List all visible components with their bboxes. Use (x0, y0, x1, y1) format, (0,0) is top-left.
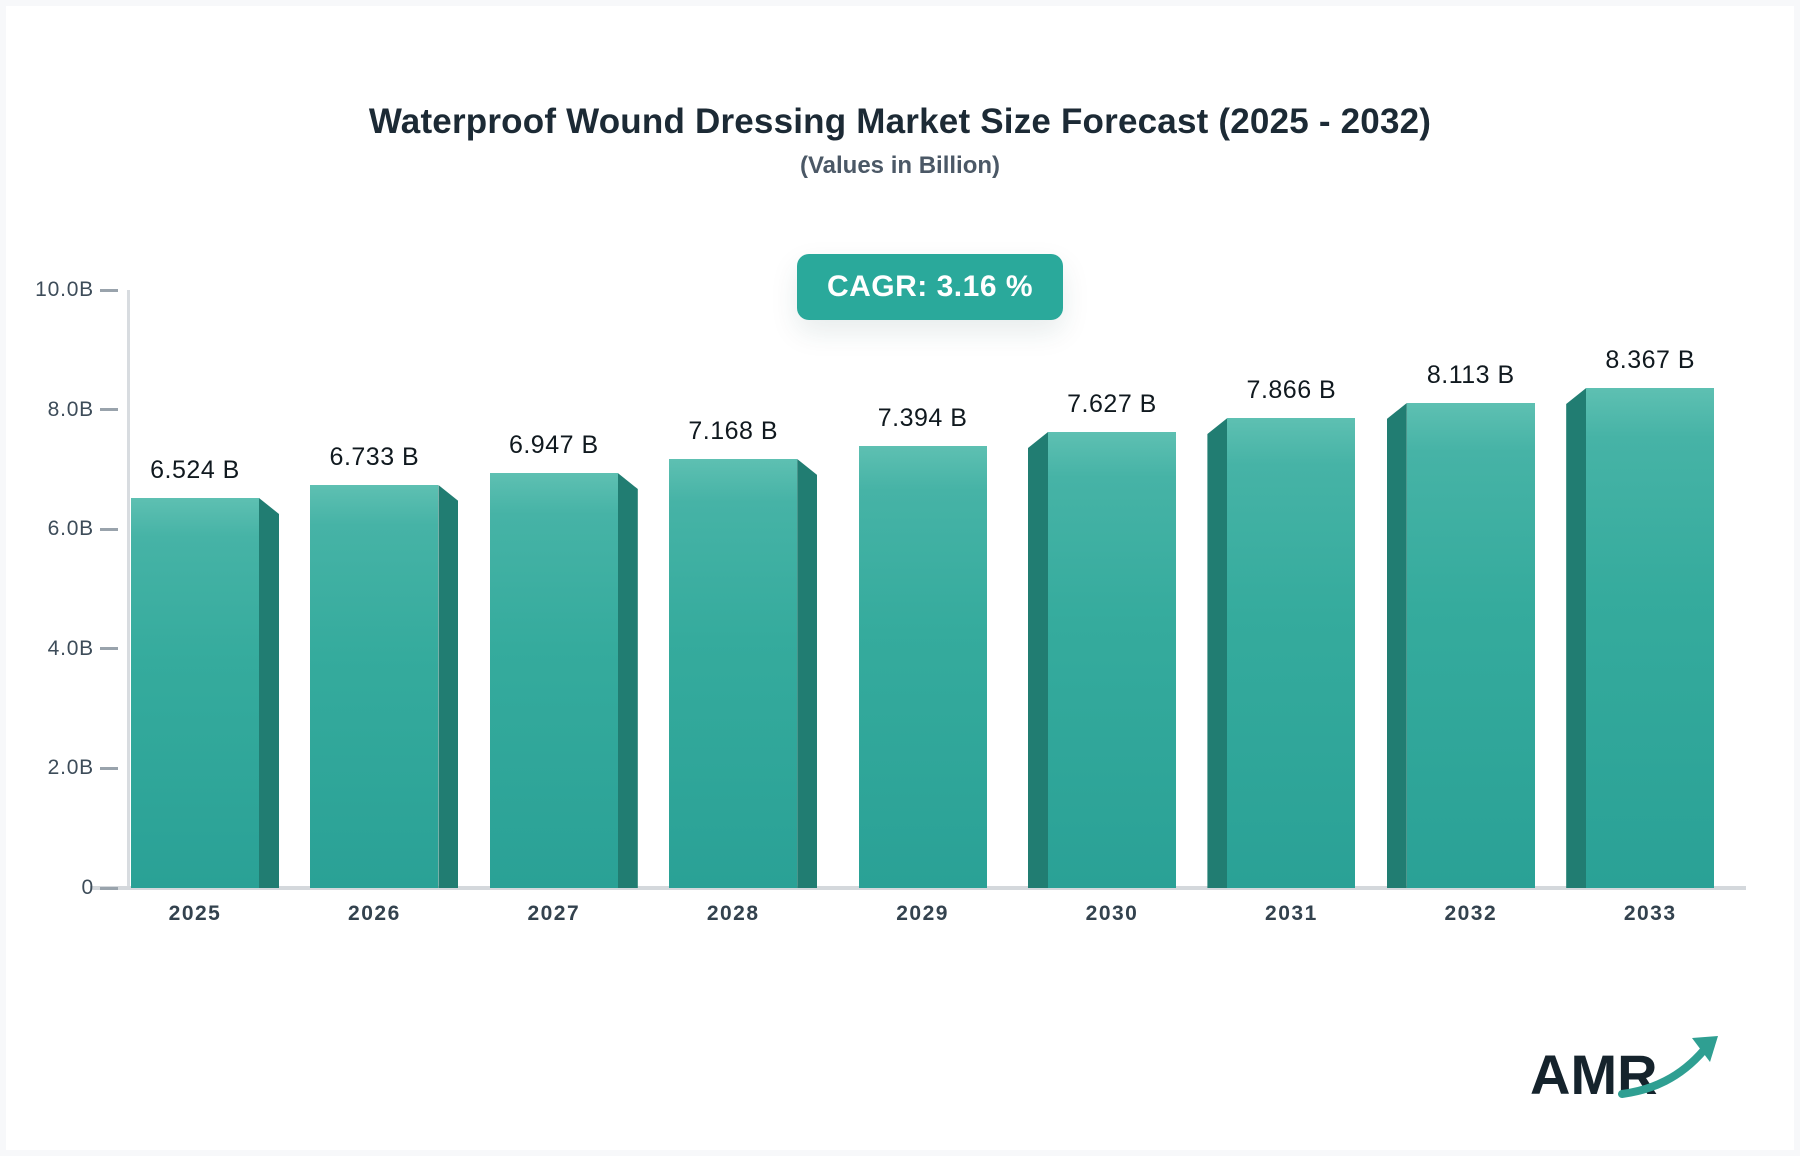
bar-side-panel (797, 459, 818, 888)
plot-area: 0 2.0B 4.0B 6.0B 8.0B 10.0B 6.524 B 2025 6.733 B… (6, 6, 1794, 1150)
chart-subtitle: (Values in Billion) (799, 152, 1001, 179)
bar-2033 (1586, 388, 1715, 888)
bar-value-label: 6.947 B (508, 431, 599, 459)
bar-2030 (1048, 432, 1176, 888)
bar-2031 (1227, 418, 1356, 888)
bar-2027 (489, 473, 618, 888)
bar-value-label: 8.113 B (1426, 361, 1515, 389)
y-tick-mark (100, 527, 118, 531)
bar-2029 (858, 446, 987, 888)
bar-value-label: 7.627 B (1067, 390, 1157, 418)
y-tick-label: 6.0B (47, 517, 94, 541)
bar-side-panel (438, 485, 459, 888)
cagr-badge: CAGR: 3.16 % (797, 254, 1063, 320)
x-axis-label: 2025 (168, 902, 222, 925)
y-tick-label: 0 (81, 876, 94, 899)
bar-side-panel (617, 473, 638, 888)
y-tick-mark (100, 647, 118, 651)
y-tick-label: 4.0B (47, 636, 94, 660)
x-axis-label: 2029 (896, 902, 949, 925)
amr-logo: AMR (1530, 1034, 1740, 1120)
y-tick-mark (100, 408, 118, 412)
bar-side-panel (1207, 418, 1228, 888)
y-tick-label: 10.0B (35, 278, 94, 301)
x-axis-label: 2033 (1623, 902, 1677, 925)
chart-title: Waterproof Wound Dressing Market Size Fo… (368, 102, 1432, 141)
bar-2032 (1406, 403, 1535, 888)
bar-side-panel (1028, 432, 1048, 888)
bar-2025 (131, 498, 259, 888)
y-tick-label: 2.0B (47, 756, 94, 780)
x-axis-label: 2028 (706, 902, 760, 925)
x-axis-label: 2031 (1265, 902, 1318, 925)
x-axis-line (90, 886, 1746, 890)
x-axis-label: 2026 (348, 902, 401, 925)
x-axis-label: 2027 (527, 902, 581, 925)
bar-2026 (310, 485, 439, 888)
bar-value-label: 7.394 B (877, 404, 968, 432)
y-axis-line (127, 290, 130, 890)
x-axis-label: 2032 (1444, 902, 1498, 925)
bar-value-label: 7.168 B (688, 417, 779, 445)
bar-value-label: 7.866 B (1246, 376, 1337, 404)
bar-value-label: 6.524 B (150, 456, 240, 484)
growth-arrow-icon (1618, 1036, 1718, 1098)
bar-value-label: 8.367 B (1605, 346, 1696, 374)
y-tick-mark (100, 886, 118, 890)
x-axis-label: 2030 (1085, 902, 1139, 925)
y-tick-label: 8.0B (47, 397, 94, 421)
bar-2028 (669, 459, 798, 888)
y-tick-mark (100, 288, 118, 292)
bar-side-panel (259, 498, 279, 888)
amr-logo-text: AMR (1530, 1043, 1658, 1106)
cagr-badge-label: CAGR: 3.16 % (826, 270, 1034, 303)
y-tick-mark (100, 766, 118, 770)
bar-side-panel (1566, 388, 1587, 888)
bar-value-label: 6.733 B (329, 443, 420, 471)
bar-side-panel (1386, 403, 1407, 888)
